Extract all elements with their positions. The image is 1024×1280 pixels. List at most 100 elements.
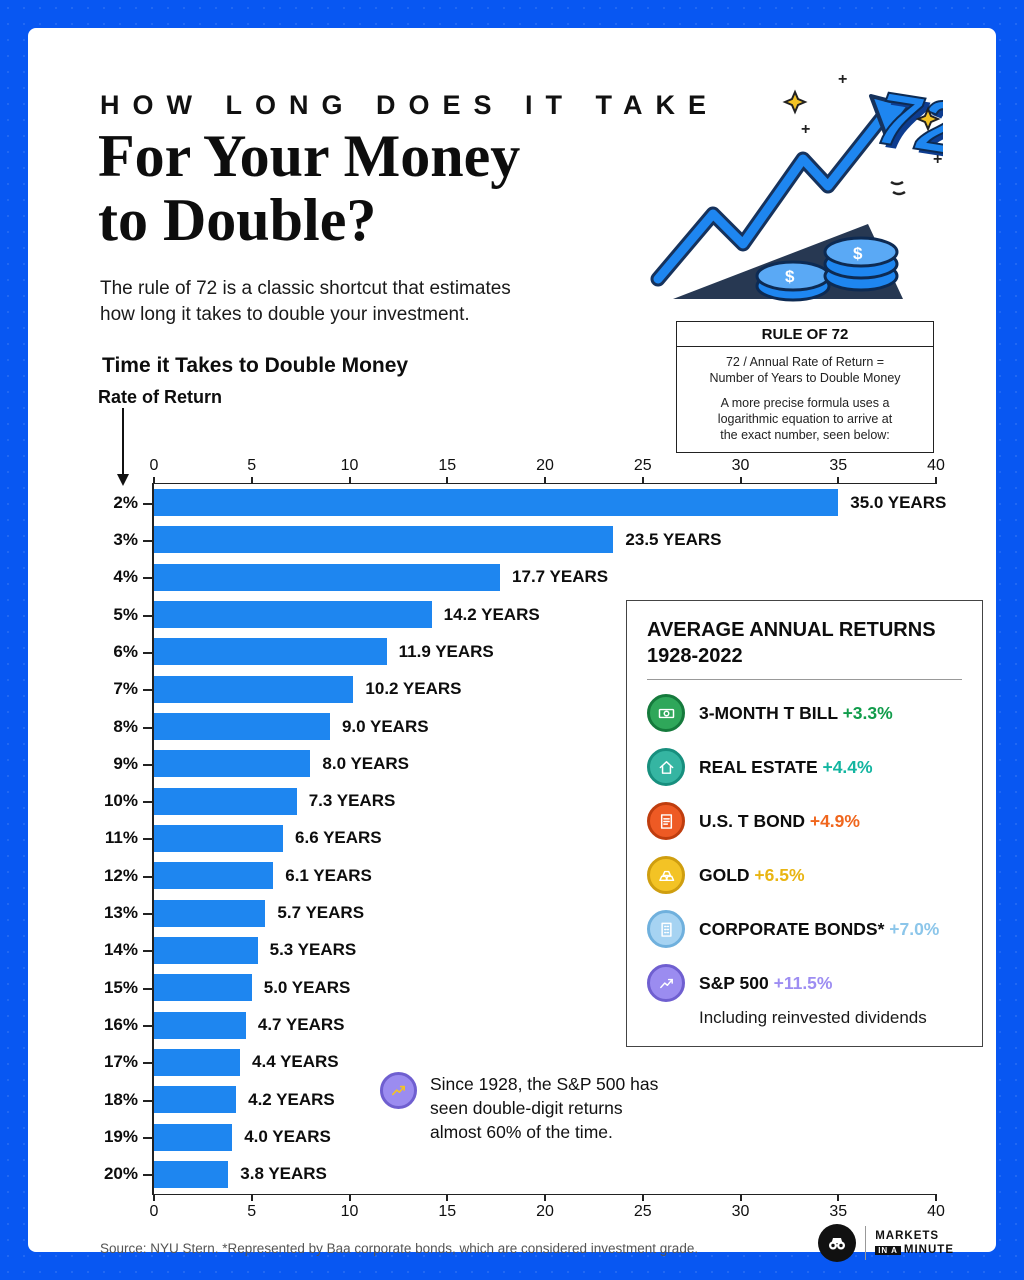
y-axis-label: Rate of Return — [98, 387, 223, 407]
axis-tick-label: 40 — [927, 1203, 945, 1220]
rate-label: 11% — [104, 828, 138, 848]
chart-bar — [154, 638, 387, 666]
axis-tick — [348, 1194, 351, 1201]
chart-row: 3% 23.5 YEARS — [113, 521, 936, 558]
legend-item: GOLD +6.5% — [647, 856, 962, 894]
axis-tick-label: 5 — [247, 1203, 257, 1220]
gold-icon — [647, 856, 685, 894]
axis-tick-label: 25 — [633, 457, 652, 474]
rate-label: 10% — [103, 791, 138, 811]
chart-bar — [154, 601, 432, 629]
chart-bar — [154, 563, 501, 591]
page-title: For Your Money to Double? — [98, 124, 520, 252]
subtitle-line2: how long it takes to double your investm… — [100, 304, 470, 325]
axis-tick — [143, 801, 152, 804]
axis-arrow-icon — [117, 408, 129, 486]
axis-tick — [143, 838, 152, 841]
axis-tick — [641, 1194, 644, 1201]
rule-note-line2: logarithmic equation to arrive at — [717, 412, 893, 426]
rule-formula-line2: Number of Years to Double Money — [709, 371, 901, 385]
legend-box: AVERAGE ANNUAL RETURNS 1928-2022 3-MONTH… — [626, 600, 983, 1047]
axis-tick — [348, 477, 351, 484]
chart-row: 17% 4.4 YEARS — [104, 1044, 936, 1081]
axis-tick-label: 15 — [438, 457, 457, 474]
axis-tick — [143, 1174, 152, 1177]
axis-tick-label: 5 — [247, 457, 257, 474]
axis-tick — [544, 1194, 546, 1201]
legend-item: S&P 500 +11.5% — [647, 964, 962, 1002]
bar-value-label: 11.9 YEARS — [398, 641, 494, 661]
rate-label: 17% — [103, 1052, 138, 1072]
axis-tick — [739, 477, 742, 484]
bar-value-label: 10.2 YEARS — [365, 679, 462, 699]
chart-row: 14% 5.3 YEARS — [104, 932, 936, 969]
logo-badge-in-a: IN A — [875, 1245, 901, 1255]
axis-tick — [143, 1099, 152, 1102]
rule-formula-line1: 72 / Annual Rate of Return = — [725, 355, 885, 369]
axis-tick — [143, 913, 152, 916]
chart-bar — [154, 526, 614, 554]
axis-tick — [143, 987, 152, 990]
bar-value-label: 5.3 YEARS — [269, 940, 357, 960]
rate-label: 5% — [113, 604, 138, 624]
axis-tick — [143, 875, 152, 878]
bar-value-label: 6.6 YEARS — [295, 828, 382, 848]
chart-row: 8% 9.0 YEARS — [113, 708, 936, 745]
chart-bar — [154, 862, 274, 890]
markets-in-a-minute-logo: MARKETS IN A MINUTE — [817, 1224, 954, 1262]
chart-bar — [154, 1086, 237, 1114]
chart-bar — [154, 936, 258, 964]
legend-item-value: +3.3% — [842, 702, 893, 723]
subtitle: The rule of 72 is a classic shortcut tha… — [100, 276, 511, 328]
rate-label: 18% — [103, 1089, 138, 1109]
axis-tick-label: 35 — [829, 1203, 848, 1220]
rate-label: 15% — [103, 977, 138, 997]
legend-item-label: 3-MONTH T BILL +3.3% — [699, 702, 893, 723]
rate-label: 2% — [113, 492, 138, 512]
axis-tick — [641, 477, 644, 484]
svg-text:+: + — [838, 71, 847, 88]
legend-item-value: +4.4% — [822, 756, 873, 777]
logo-divider — [864, 1226, 867, 1260]
annotation-line1: Since 1928, the S&P 500 has — [430, 1074, 659, 1094]
bar-chart-plot: 2% 35.0 YEARS 3% 23.5 YEARS 4% 17.7 YEARS 5% 14… — [104, 457, 946, 1220]
legend-item: U.S. T BOND +4.9% — [647, 802, 962, 840]
svg-text:72: 72 — [876, 80, 943, 175]
legend-divider — [647, 679, 962, 680]
legend-item-value: +11.5% — [773, 972, 833, 993]
chart-bar — [154, 787, 297, 815]
legend-item: CORPORATE BONDS* +7.0% — [647, 910, 962, 948]
rule-box-title: RULE OF 72 — [677, 322, 933, 347]
axis-tick-label: 20 — [536, 1203, 554, 1220]
chart-bar — [154, 489, 839, 517]
axis-tick — [153, 477, 155, 484]
real-estate-icon — [647, 748, 685, 786]
rule-box-body: 72 / Annual Rate of Return = Number of Y… — [677, 347, 933, 452]
chart-row: 11% 6.6 YEARS — [105, 820, 936, 857]
t-bond-icon — [647, 802, 685, 840]
axis-tick — [143, 1137, 152, 1140]
axis-tick-label: 20 — [536, 457, 554, 474]
axis-tick — [446, 477, 449, 484]
annotation-line2: seen double-digit returns — [430, 1098, 623, 1118]
chart-row: 10% 7.3 YEARS — [104, 783, 936, 820]
rate-label: 7% — [113, 679, 138, 699]
axis-tick — [143, 950, 152, 953]
axis-tick — [143, 1062, 152, 1065]
rule-note-line1: A more precise formula uses a — [720, 396, 890, 410]
chart-row: 6% 11.9 YEARS — [113, 633, 936, 670]
axis-tick — [143, 1025, 152, 1028]
chart-bar — [154, 974, 252, 1002]
legend-item-label: GOLD +6.5% — [699, 864, 805, 885]
axis-tick — [143, 689, 152, 692]
annotation-text: Since 1928, the S&P 500 has seen double-… — [430, 1072, 658, 1144]
annotation-line3: almost 60% of the time. — [430, 1122, 613, 1142]
chart-row: 16% 4.7 YEARS — [104, 1006, 936, 1043]
rate-label: 20% — [103, 1164, 138, 1184]
legend-title-line2: 1928-2022 — [647, 645, 743, 667]
legend-item-label: U.S. T BOND +4.9% — [699, 810, 860, 831]
t-bill-icon — [647, 694, 685, 732]
logo-word-minute-row: IN A MINUTE — [875, 1243, 954, 1258]
kicker-text: HOW LONG DOES IT TAKE — [100, 90, 719, 120]
rate-label: 12% — [103, 865, 138, 885]
